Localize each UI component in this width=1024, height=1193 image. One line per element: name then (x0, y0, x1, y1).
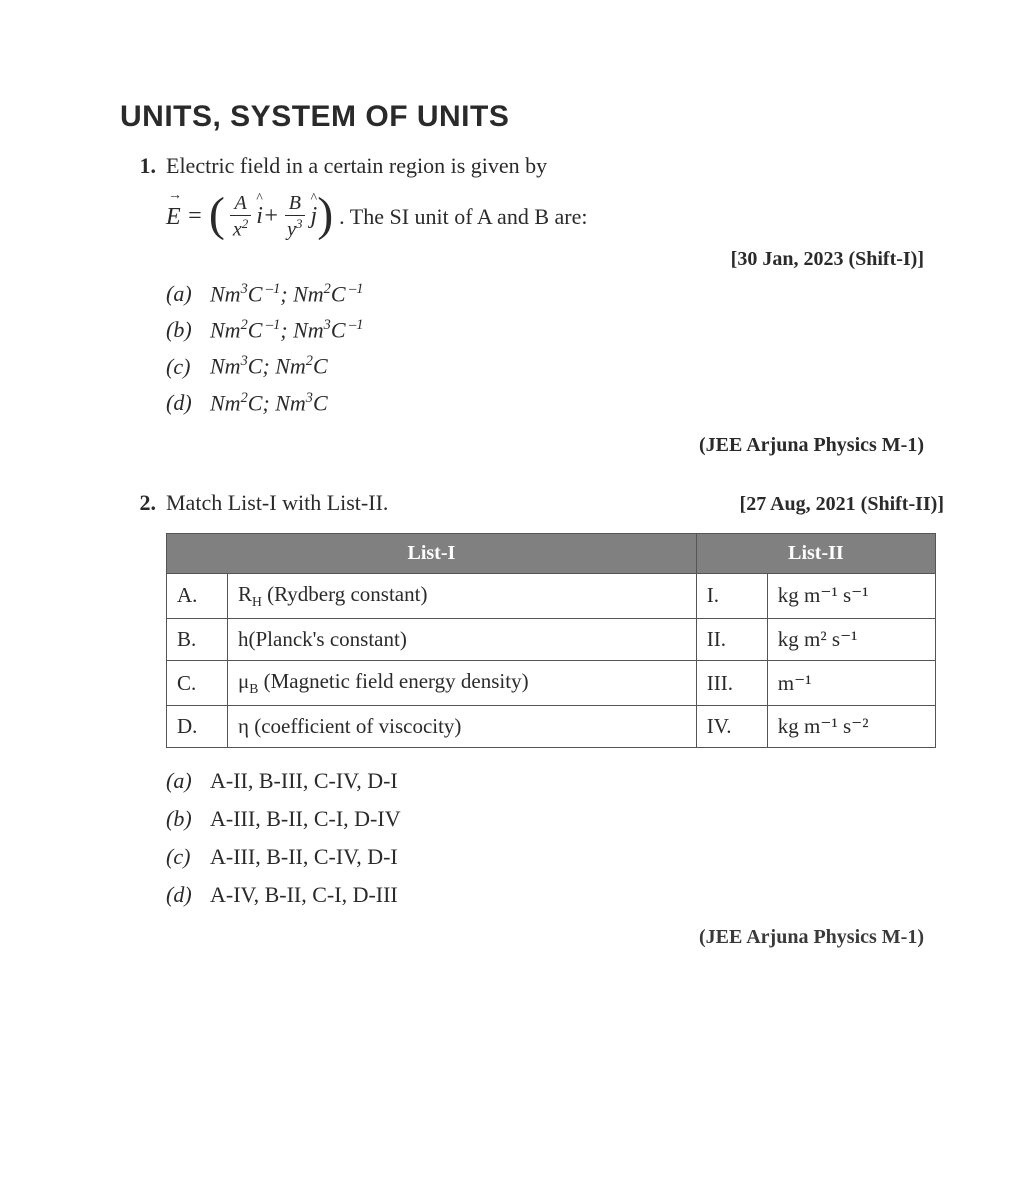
q1-equation-row: E = ( Ax2 i + By3 j ) . The SI unit of A… (120, 192, 954, 242)
table-row: A. RH (Rydberg constant) I. kg m⁻¹ s⁻¹ (167, 573, 936, 618)
q2-option-b[interactable]: (b) A-III, B-II, C-I, D-IV (166, 806, 546, 832)
q1-label-d: (d) (166, 390, 210, 416)
row-b-unit: kg m² s⁻¹ (767, 618, 935, 660)
section-title: UNITS, SYSTEM OF UNITS (120, 100, 954, 134)
row-c-label: C. (167, 660, 228, 705)
row-b-desc: h(Planck's constant) (228, 618, 697, 660)
q1-option-d[interactable]: (d) Nm2C; Nm3C (166, 390, 954, 416)
q1-book-ref: (JEE Arjuna Physics M-1) (120, 434, 954, 457)
q2-match-table: List-I List-II A. RH (Rydberg constant) … (166, 533, 936, 748)
row-a-desc: RH (Rydberg constant) (228, 573, 697, 618)
row-c-unit: m⁻¹ (767, 660, 935, 705)
q2-label-c: (c) (166, 844, 210, 870)
q1-text-d: Nm2C; Nm3C (210, 390, 328, 416)
question-2: 2. Match List-I with List-II. [27 Aug, 2… (120, 487, 954, 949)
q2-th-list2: List-II (696, 533, 935, 573)
q1-label-b: (b) (166, 317, 210, 343)
q2-th-list1: List-I (167, 533, 697, 573)
q2-header-row: 2. Match List-I with List-II. [27 Aug, 2… (120, 487, 954, 519)
row-d-roman: IV. (696, 706, 767, 748)
row-d-label: D. (167, 706, 228, 748)
q1-equation: E = ( Ax2 i + By3 j ) (166, 192, 333, 242)
q1-label-a: (a) (166, 281, 210, 307)
q1-label-c: (c) (166, 354, 210, 380)
q1-text-a: Nm3C –1; Nm2C –1 (210, 281, 363, 307)
q1-option-c[interactable]: (c) Nm3C; Nm2C (166, 353, 954, 379)
q1-text-b: Nm2C –1; Nm3C –1 (210, 317, 363, 343)
row-c-roman: III. (696, 660, 767, 705)
q2-text-a: A-II, B-III, C-IV, D-I (210, 768, 398, 794)
row-a-roman: I. (696, 573, 767, 618)
q2-label-d: (d) (166, 882, 210, 908)
row-b-label: B. (167, 618, 228, 660)
q2-option-c[interactable]: (c) A-III, B-II, C-IV, D-I (166, 844, 546, 870)
q2-options: (a) A-II, B-III, C-IV, D-I (b) A-III, B-… (120, 762, 954, 914)
q2-label-b: (b) (166, 806, 210, 832)
q2-book-ref: (JEE Arjuna Physics M-1) (120, 926, 954, 949)
q1-stem: Electric field in a certain region is gi… (166, 150, 954, 182)
row-d-desc: η (coefficient of viscocity) (228, 706, 697, 748)
table-row: B. h(Planck's constant) II. kg m² s⁻¹ (167, 618, 936, 660)
page: UNITS, SYSTEM OF UNITS 1. Electric field… (0, 0, 1024, 1019)
q2-source: [27 Aug, 2021 (Shift-II)] (740, 493, 954, 516)
question-1: 1. Electric field in a certain region is… (120, 150, 954, 457)
q1-stem-row: 1. Electric field in a certain region is… (120, 150, 954, 182)
q2-text-b: A-III, B-II, C-I, D-IV (210, 806, 401, 832)
q1-source: [30 Jan, 2023 (Shift-I)] (120, 248, 954, 271)
row-a-unit: kg m⁻¹ s⁻¹ (767, 573, 935, 618)
q1-after-eq: . The SI unit of A and B are: (339, 204, 587, 230)
table-row: D. η (coefficient of viscocity) IV. kg m… (167, 706, 936, 748)
row-b-roman: II. (696, 618, 767, 660)
row-d-unit: kg m⁻¹ s⁻² (767, 706, 935, 748)
q2-text-d: A-IV, B-II, C-I, D-III (210, 882, 398, 908)
q1-options: (a) Nm3C –1; Nm2C –1 (b) Nm2C –1; Nm3C –… (120, 281, 954, 416)
table-row: C. μB (Magnetic field energy density) II… (167, 660, 936, 705)
q1-number: 1. (120, 153, 166, 179)
q1-option-b[interactable]: (b) Nm2C –1; Nm3C –1 (166, 317, 954, 343)
q1-text-c: Nm3C; Nm2C (210, 353, 328, 379)
q2-option-d[interactable]: (d) A-IV, B-II, C-I, D-III (166, 882, 546, 908)
row-a-label: A. (167, 573, 228, 618)
q2-label-a: (a) (166, 768, 210, 794)
q2-number: 2. (120, 490, 166, 516)
q1-option-a[interactable]: (a) Nm3C –1; Nm2C –1 (166, 281, 954, 307)
q2-option-a[interactable]: (a) A-II, B-III, C-IV, D-I (166, 768, 546, 794)
row-c-desc: μB (Magnetic field energy density) (228, 660, 697, 705)
q2-stem: Match List-I with List-II. (166, 487, 388, 519)
q2-text-c: A-III, B-II, C-IV, D-I (210, 844, 398, 870)
